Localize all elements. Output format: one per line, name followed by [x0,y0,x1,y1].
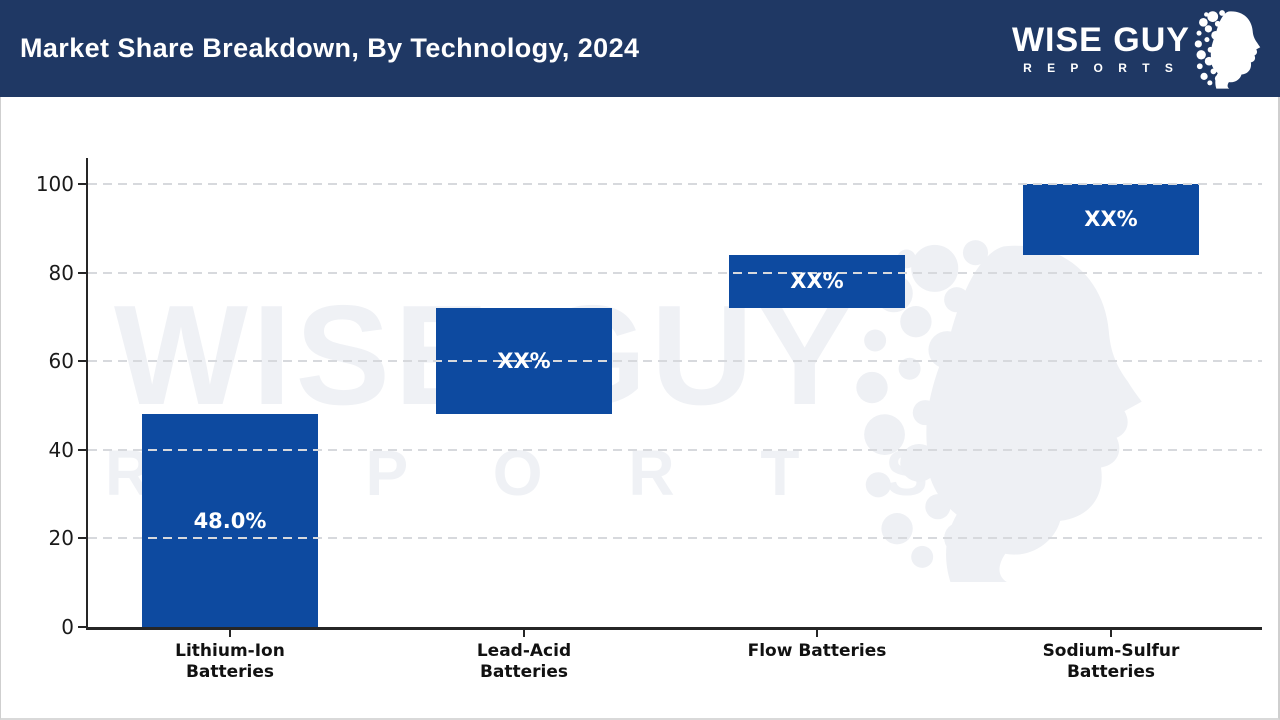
x-category-label: Lead-Acid Batteries [379,641,669,683]
gridline [88,183,1262,185]
y-tick [78,626,86,628]
x-category-label-line: Lead-Acid [476,641,572,661]
x-axis-line [86,627,1262,630]
bar-value-label: XX% [1084,207,1138,232]
x-tick [229,630,231,637]
chart-area: WISE GUY R E P O R T S 0 20 40 60 80 100 48.0%… [0,97,1280,720]
gridline [88,360,1262,363]
x-category-label-line: Batteries [1066,662,1156,682]
y-tick [78,360,86,363]
x-tick [1110,630,1112,637]
header: Market Share Breakdown, By Technology, 2… [0,0,1280,97]
brand-logo: WISE GUY R E P O R T S [1012,6,1266,92]
x-tick [523,630,525,637]
y-tick-label: 80 [48,260,74,285]
y-tick-label: 100 [35,172,74,196]
y-tick [78,271,86,274]
gridline [88,448,1262,451]
x-tick [816,630,818,637]
y-tick [78,537,86,540]
y-axis-line [86,158,88,629]
page-title: Market Share Breakdown, By Technology, 2… [20,33,640,63]
bar-value-label: 48.0% [193,508,267,533]
y-tick-label: 40 [48,437,74,462]
bar-value-label: XX% [790,269,844,294]
x-category-label-line: Batteries [185,662,275,682]
x-category-label: Flow Batteries [672,641,962,662]
x-category-label-line: Sodium-Sulfur [1042,641,1180,661]
brand-name: WISE GUY [1011,21,1190,60]
bar-value-label: XX% [497,349,551,374]
x-category-label-line: Batteries [479,662,569,682]
wiseguy-head-icon [1194,10,1261,89]
y-tick-label: 0 [61,615,74,639]
y-tick [78,448,86,451]
y-tick [78,183,86,185]
x-category-label: Lithium-Ion Batteries [85,641,375,683]
y-tick-label: 60 [48,349,74,374]
x-category-label: Sodium-Sulfur Batteries [966,641,1256,683]
brand-text: WISE GUY R E P O R T S [1011,21,1190,75]
x-category-label-line: Flow Batteries [747,641,887,661]
y-tick-label: 20 [48,526,74,551]
gridline [88,537,1262,540]
gridline [88,271,1262,274]
x-category-label-line: Lithium-Ion [175,641,285,661]
brand-subtitle: R E P O R T S [1023,60,1179,75]
